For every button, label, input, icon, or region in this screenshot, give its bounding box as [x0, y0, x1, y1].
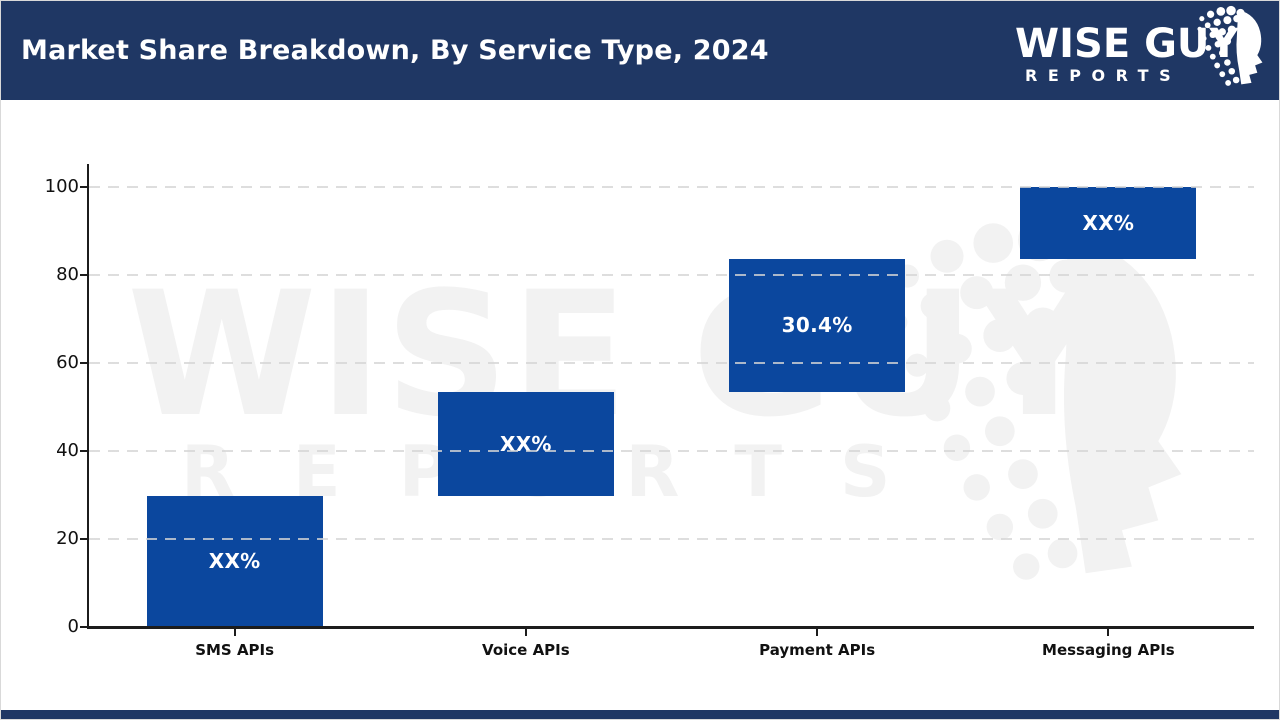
x-tick-mark: [816, 629, 819, 636]
bar: XX%: [146, 496, 323, 627]
watermark-dotted-face-icon: [887, 223, 1182, 580]
y-tick-label: 60: [56, 351, 79, 373]
y-tick-mark: [80, 186, 88, 188]
x-tick-mark: [233, 629, 236, 636]
y-tick-label: 80: [56, 263, 79, 285]
y-tick-mark: [80, 625, 88, 628]
logo-subtext: REPORTS: [1025, 66, 1181, 85]
x-axis-label: Messaging APIs: [1042, 641, 1175, 659]
bar: XX%: [437, 392, 614, 497]
y-tick-mark: [80, 361, 88, 364]
x-axis-label: Voice APIs: [482, 641, 570, 659]
wise-guy-reports-logo: WISE GUY REPORTS: [1015, 5, 1263, 86]
y-tick-label: 100: [44, 176, 79, 197]
bar-value-label: XX%: [208, 549, 261, 574]
bar-value-label: XX%: [499, 432, 552, 457]
x-axis-label: SMS APIs: [195, 641, 275, 659]
gridline: [89, 186, 1254, 188]
x-axis-line: [87, 626, 1254, 629]
y-axis-line: [87, 164, 89, 629]
header-band: Market Share Breakdown, By Service Type,…: [1, 1, 1279, 100]
gridline: [89, 361, 1254, 364]
logo-wordmark: WISE GUY: [1015, 21, 1239, 67]
chart-title: Market Share Breakdown, By Service Type,…: [21, 35, 769, 66]
bar: 30.4%: [729, 258, 906, 393]
footer-band: [1, 710, 1279, 719]
y-tick-mark: [80, 273, 88, 276]
x-axis-label: Payment APIs: [759, 641, 876, 659]
watermark-wordmark: WISE GUY: [127, 254, 1104, 455]
y-tick-label: 0: [67, 615, 79, 637]
bar-value-label: XX%: [1082, 210, 1135, 235]
gridline: [89, 273, 1254, 276]
gridline: [89, 537, 1254, 540]
bar: XX%: [1020, 187, 1197, 259]
gridline: [89, 449, 1254, 452]
bar-value-label: 30.4%: [781, 313, 853, 338]
y-tick-mark: [80, 537, 88, 540]
y-tick-label: 40: [56, 439, 79, 461]
y-tick-mark: [80, 449, 88, 452]
x-tick-mark: [524, 629, 527, 636]
y-tick-label: 20: [56, 527, 79, 549]
x-tick-mark: [1107, 629, 1110, 636]
